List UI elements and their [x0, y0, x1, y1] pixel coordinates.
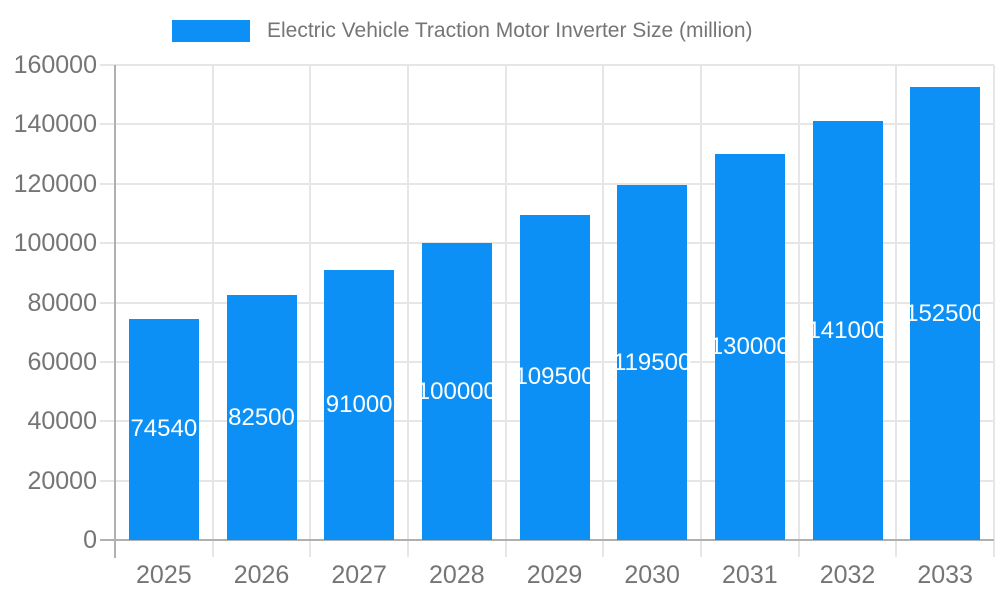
x-tick-label: 2030	[624, 561, 680, 589]
bar-value-label: 100000	[416, 377, 497, 405]
gridline-vertical	[797, 65, 800, 557]
y-tick-label: 20000	[27, 466, 97, 495]
y-tick-label: 100000	[13, 229, 97, 258]
bar-value-label: 119500	[613, 348, 692, 376]
gridline-vertical	[504, 65, 507, 557]
bar[interactable]: 119500	[613, 185, 691, 540]
bar-value-label: 74540	[130, 415, 198, 443]
gridline-vertical	[407, 65, 409, 557]
bar[interactable]: 130000	[710, 154, 790, 540]
gridline-vertical	[895, 65, 898, 557]
bar[interactable]: 141000	[807, 121, 888, 540]
gridline-vertical	[993, 65, 995, 557]
x-tick-label: 2026	[233, 561, 290, 589]
gridline-vertical	[602, 65, 605, 557]
x-tick-label: 2028	[429, 561, 485, 589]
y-tick-label: 160000	[13, 51, 97, 79]
bar-value-label: 91000	[325, 390, 393, 418]
bar[interactable]: 91000	[324, 269, 395, 540]
bar[interactable]: 100000	[417, 243, 497, 540]
gridline-horizontal	[100, 182, 994, 185]
bar-value-label: 82500	[228, 403, 295, 431]
bar[interactable]: 152500	[905, 87, 985, 540]
gridline-horizontal	[100, 123, 994, 126]
x-tick-label: 2025	[136, 561, 192, 589]
y-tick-label: 120000	[13, 169, 97, 198]
legend-color-swatch	[172, 20, 250, 42]
x-tick-label: 2033	[917, 561, 973, 589]
gridline-horizontal	[100, 64, 994, 66]
x-tick-label: 2031	[722, 561, 778, 589]
y-tick-label: 60000	[27, 347, 97, 376]
bar[interactable]: 74540	[128, 318, 199, 540]
bar-value-label: 152500	[905, 299, 986, 327]
gridline-vertical	[700, 65, 702, 557]
gridline-vertical	[309, 65, 312, 557]
x-tick-label: 2029	[526, 561, 583, 589]
x-tick-label: 2027	[331, 561, 387, 589]
legend-series-label: Electric Vehicle Traction Motor Inverter…	[267, 19, 753, 42]
bar-value-label: 141000	[807, 316, 888, 344]
bar[interactable]: 109500	[514, 214, 595, 540]
x-axis-baseline	[100, 539, 994, 541]
y-tick-label: 140000	[13, 110, 97, 139]
gridline-vertical	[211, 65, 214, 557]
y-tick-label: 80000	[27, 288, 97, 317]
x-tick-label: 2032	[819, 561, 876, 589]
chart-legend: Electric Vehicle Traction Motor Inverter…	[172, 18, 753, 44]
y-axis-line	[114, 65, 116, 558]
y-tick-label: 0	[83, 526, 97, 554]
y-tick-label: 40000	[27, 407, 97, 436]
bar[interactable]: 82500	[226, 295, 297, 540]
bar-value-label: 109500	[514, 363, 595, 391]
bar-value-label: 130000	[709, 333, 790, 361]
